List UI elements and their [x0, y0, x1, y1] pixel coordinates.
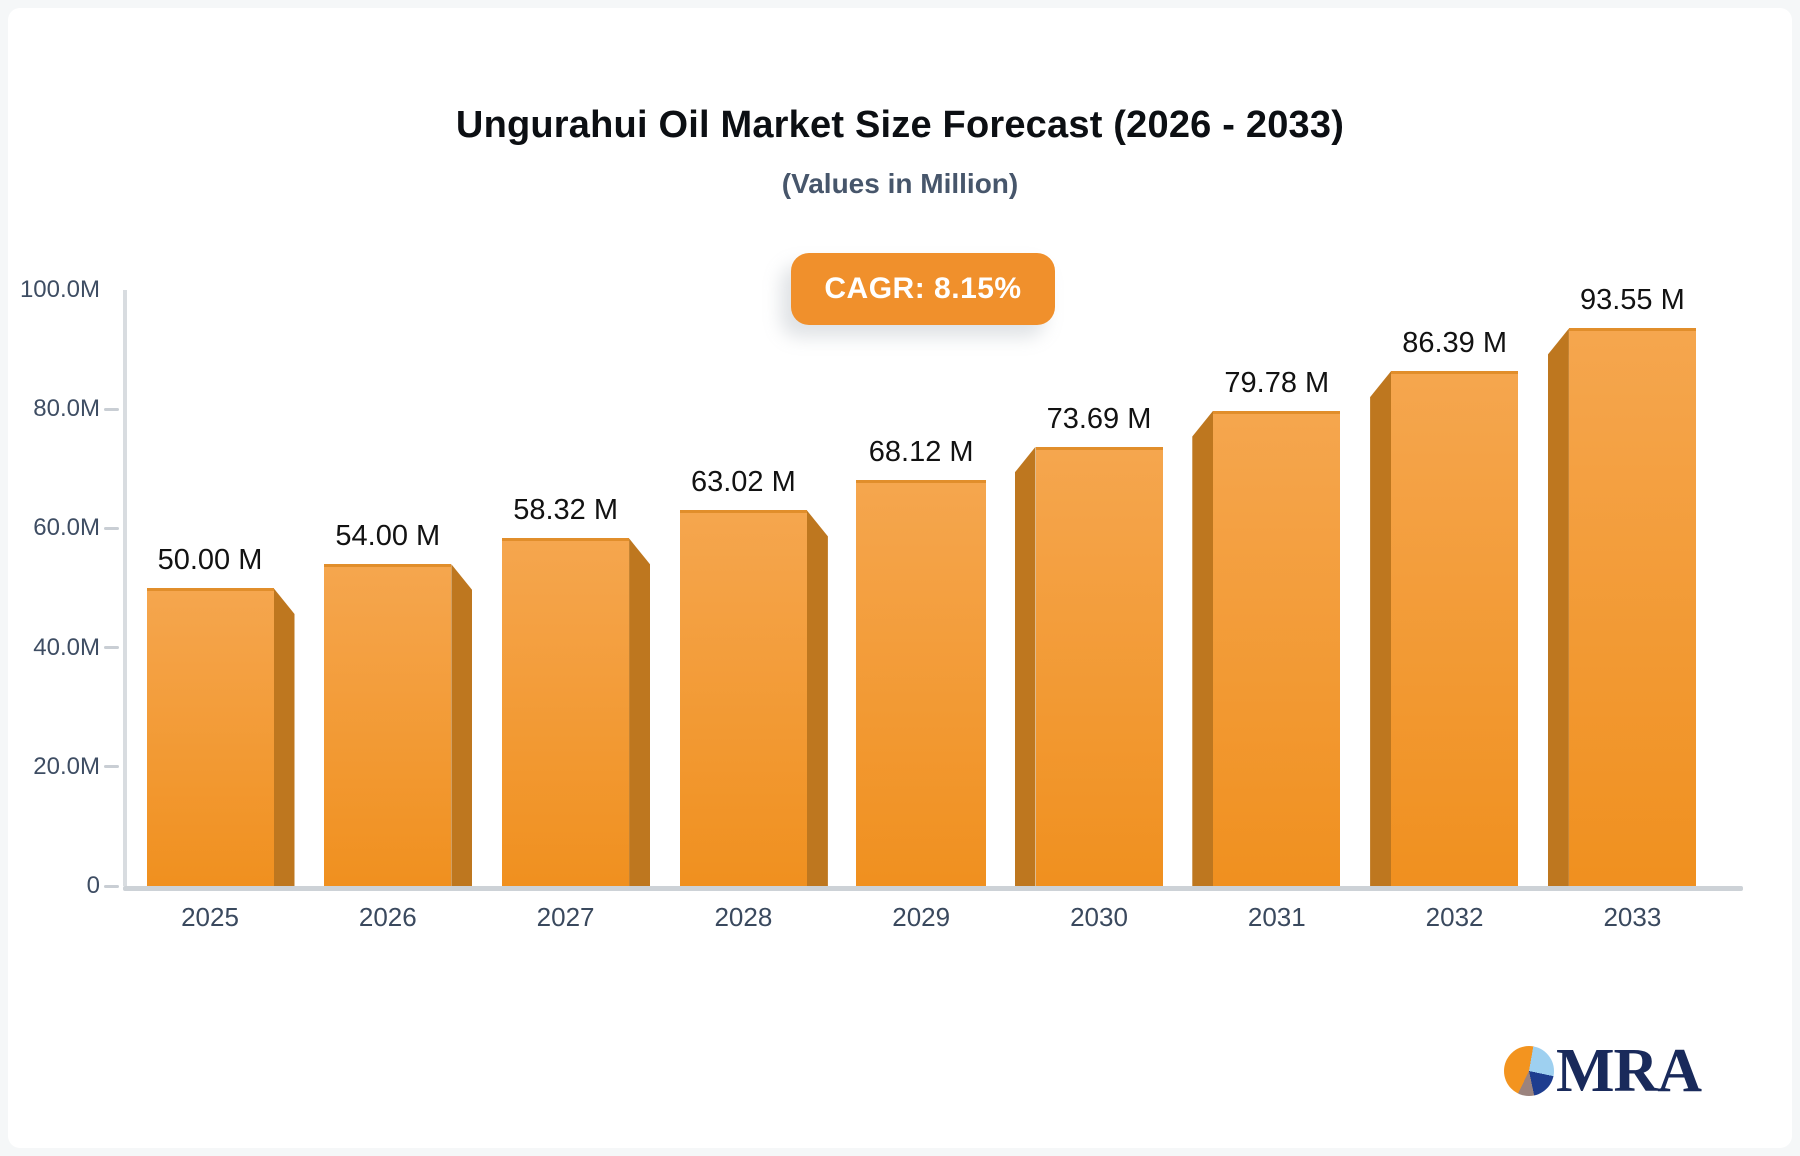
x-axis-label: 2027 — [536, 902, 595, 932]
brand-logo: MRA — [1504, 1037, 1702, 1105]
bar-2030 — [1014, 446, 1163, 886]
x-axis-label: 2029 — [892, 902, 951, 932]
bar-3d-side — [806, 510, 828, 886]
bar-value-label: 86.39 M — [1402, 327, 1507, 360]
y-tick-label: 0 — [86, 872, 100, 899]
bar-face — [502, 538, 630, 886]
y-tick-label: 80.0M — [33, 395, 100, 423]
bar-3d-side — [273, 588, 295, 886]
bar-value-label: 93.55 M — [1579, 284, 1685, 317]
bar-value-label: 50.00 M — [157, 544, 263, 576]
bar-2028 — [679, 510, 828, 886]
y-tick-mark — [104, 526, 119, 530]
cagr-badge: CAGR: 8.15% — [791, 253, 1055, 325]
x-axis-label: 2033 — [1603, 902, 1662, 932]
bar-value-label: 68.12 M — [868, 436, 974, 468]
brand-logo-text: MRA — [1556, 1037, 1702, 1105]
chart-subtitle: (Values in Million) — [781, 168, 1019, 199]
cagr-badge-label: CAGR: 8.15% — [824, 272, 1022, 305]
x-axis-label: 2030 — [1070, 902, 1128, 932]
bar-2025 — [146, 588, 295, 886]
y-tick-mark — [104, 646, 119, 650]
bar-value-label: 73.69 M — [1046, 402, 1152, 435]
pie-chart-logo-icon — [1504, 1046, 1554, 1096]
x-axis-label: 2026 — [358, 902, 417, 932]
bar-value-label: 79.78 M — [1224, 366, 1330, 399]
y-axis-line — [123, 290, 127, 886]
bar-face — [1213, 410, 1341, 886]
bar-2031 — [1192, 410, 1341, 886]
bar-2033 — [1547, 328, 1696, 886]
bar-3d-side — [1192, 410, 1214, 886]
y-tick-mark — [104, 884, 119, 888]
y-tick-label: 40.0M — [33, 633, 100, 661]
y-tick-label: 100.0M — [19, 276, 100, 303]
bar-value-label: 63.02 M — [690, 466, 796, 499]
bar-value-label: 58.32 M — [513, 494, 618, 527]
bar-face — [146, 588, 274, 886]
bar-face — [324, 564, 452, 886]
bar-3d-side — [1014, 446, 1036, 886]
bar-2027 — [502, 538, 651, 886]
bar-2026 — [324, 564, 473, 886]
x-axis-label: 2025 — [181, 902, 239, 932]
bar-3d-side — [1370, 371, 1392, 886]
bar-3d-side — [1547, 328, 1569, 886]
bar-2032 — [1370, 371, 1519, 886]
bar-face — [1568, 328, 1696, 886]
bar-2029 — [856, 480, 987, 886]
x-axis-label: 2028 — [714, 902, 773, 932]
bar-face — [856, 480, 987, 886]
x-axis-label: 2031 — [1247, 902, 1306, 932]
bar-value-label: 54.00 M — [335, 520, 441, 553]
y-tick-mark — [104, 765, 119, 769]
bar-3d-side — [629, 538, 651, 886]
y-tick-mark — [104, 407, 119, 411]
x-axis-baseline — [123, 886, 1743, 891]
y-tick-label: 60.0M — [33, 514, 100, 542]
bar-face — [1035, 446, 1163, 886]
bar-face — [679, 510, 807, 886]
y-tick-label: 20.0M — [33, 752, 100, 780]
chart-title: Ungurahui Oil Market Size Forecast (2026… — [455, 104, 1345, 146]
bar-face — [1391, 371, 1519, 886]
x-axis-label: 2032 — [1425, 902, 1484, 932]
bar-3d-side — [451, 564, 473, 886]
